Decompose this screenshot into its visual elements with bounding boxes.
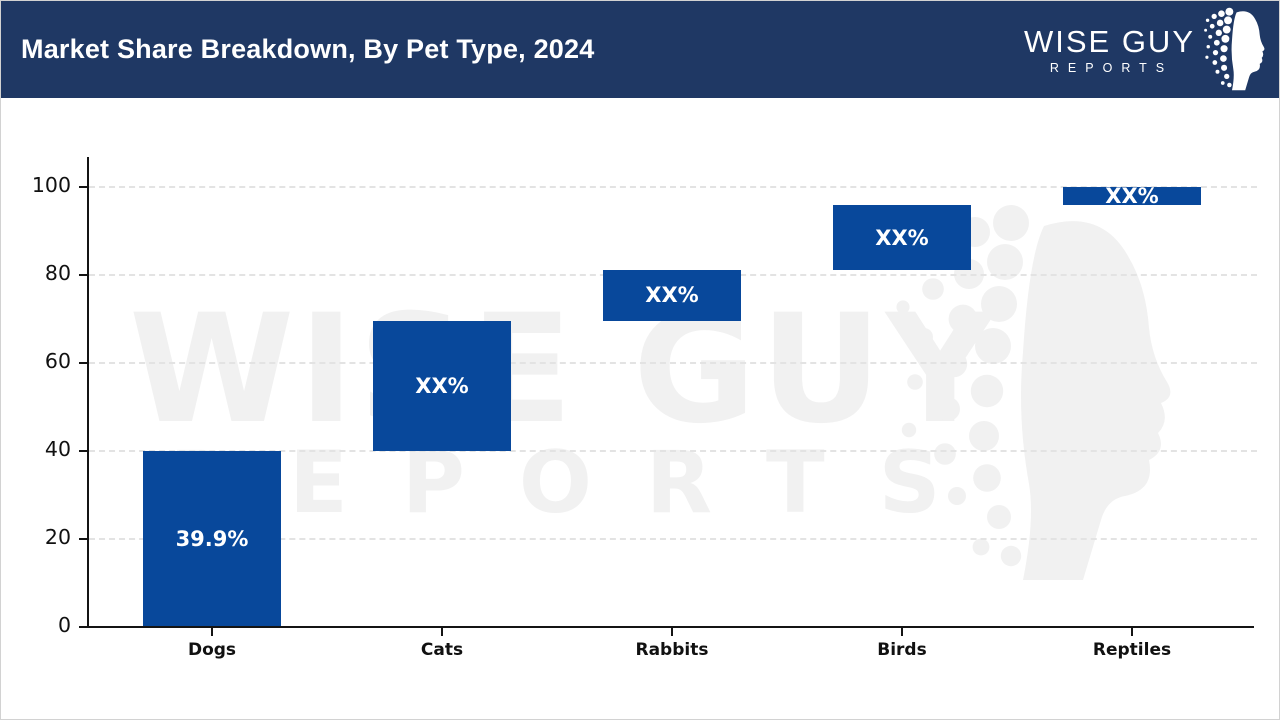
y-tick-label-20: 20 (44, 524, 71, 549)
y-tick-label-100: 100 (31, 173, 71, 197)
bar-label-rabbits: XX% (645, 283, 699, 308)
logo-wiseguy-text: WISE GUY (1023, 24, 1195, 59)
y-tick-20 (79, 537, 87, 540)
y-tick-60 (79, 361, 87, 365)
y-tick-label-40: 40 (44, 436, 71, 461)
x-tick-cats (441, 628, 444, 636)
bar-label-birds: XX% (875, 225, 929, 250)
bar-rabbits (603, 269, 741, 322)
y-tick-label-0: 0 (57, 612, 71, 637)
y-tick-80 (79, 273, 87, 277)
gridline-60 (89, 361, 1257, 364)
x-tick-label-birds: Birds (877, 640, 927, 660)
brand-logo: WISE GUY REPORTS (1024, 6, 1279, 94)
gridline-20 (89, 537, 1257, 540)
header-bar: Market Share Breakdown, By Pet Type, 202… (1, 1, 1279, 98)
bar-label-dogs: 39.9% (175, 526, 249, 551)
bar-label-cats: XX% (415, 374, 469, 399)
x-tick-label-cats: Cats (420, 640, 464, 660)
y-tick-100 (79, 186, 87, 189)
bar-birds (833, 205, 971, 270)
y-tick-label-80: 80 (44, 260, 71, 285)
watermark-reports-text: R E P O R T S (169, 433, 953, 533)
x-tick-dogs (211, 628, 214, 636)
x-axis-line (87, 625, 1254, 628)
bar-reptiles (1063, 187, 1201, 206)
x-tick-rabbits (671, 628, 674, 636)
x-tick-label-reptiles: Reptiles (1092, 640, 1172, 660)
gridline-100 (89, 186, 1257, 188)
x-tick-label-dogs: Dogs (187, 640, 237, 660)
bar-cats (373, 321, 511, 452)
y-tick-0 (79, 625, 87, 628)
x-tick-label-rabbits: Rabbits (635, 640, 709, 660)
x-tick-reptiles (1131, 628, 1134, 636)
watermark-wiseguy-text: WISE GUY (129, 283, 999, 457)
y-axis-line (87, 157, 90, 628)
x-tick-birds (901, 628, 904, 636)
gridline-40 (89, 449, 1257, 452)
bar-label-reptiles: XX% (1105, 184, 1159, 209)
y-tick-40 (79, 449, 87, 453)
y-tick-label-60: 60 (44, 348, 71, 373)
page-title: Market Share Breakdown, By Pet Type, 202… (21, 34, 595, 64)
logo-reports-text: REPORTS (1049, 61, 1174, 75)
bar-dogs (143, 451, 281, 627)
